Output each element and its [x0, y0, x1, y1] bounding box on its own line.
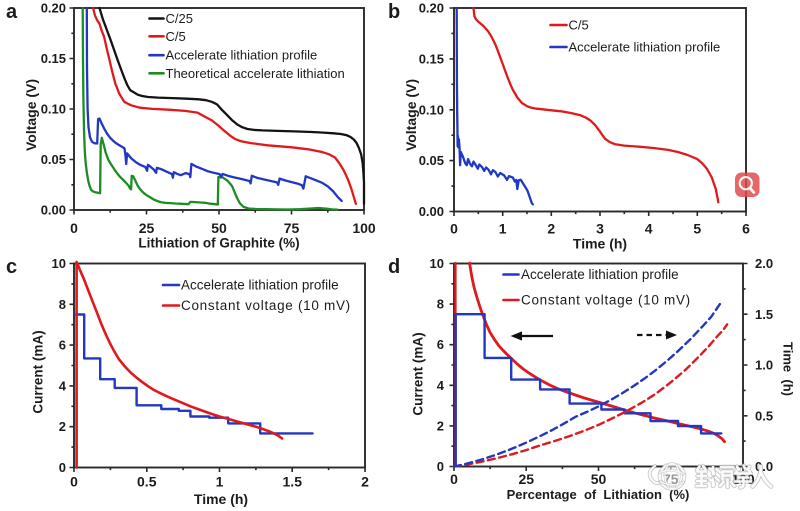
- svg-text:2: 2: [361, 474, 369, 490]
- svg-text:0.05: 0.05: [41, 152, 66, 167]
- svg-text:25: 25: [139, 220, 155, 236]
- svg-text:0.5: 0.5: [755, 408, 773, 423]
- svg-text:Current (mA): Current (mA): [411, 332, 426, 415]
- svg-text:0.20: 0.20: [419, 1, 444, 16]
- svg-text:2.0: 2.0: [755, 256, 773, 271]
- svg-text:6: 6: [742, 221, 750, 237]
- svg-text:0: 0: [450, 221, 458, 237]
- svg-text:Accelerate lithiation profile: Accelerate lithiation profile: [181, 278, 339, 293]
- svg-text:1: 1: [216, 474, 224, 490]
- svg-text:1: 1: [499, 221, 507, 237]
- svg-text:Accelerate lithiation profile: Accelerate lithiation profile: [569, 40, 721, 55]
- svg-text:Constant voltage (10 mV): Constant voltage (10 mV): [181, 298, 351, 313]
- svg-text:10: 10: [430, 256, 444, 271]
- svg-text:8: 8: [437, 297, 444, 312]
- svg-text:0.15: 0.15: [41, 51, 66, 66]
- svg-text:5: 5: [693, 221, 701, 237]
- svg-text:100: 100: [352, 220, 376, 236]
- svg-text:Percentage of Lithiation (%: Percentage of Lithiation (%): [507, 487, 690, 502]
- svg-text:C/25: C/25: [166, 11, 193, 26]
- svg-text:0: 0: [59, 460, 66, 475]
- svg-text:0.10: 0.10: [419, 102, 444, 117]
- svg-text:6: 6: [59, 338, 66, 353]
- svg-text:Constant voltage (10 mV): Constant voltage (10 mV): [521, 293, 691, 308]
- svg-text:75: 75: [284, 220, 300, 236]
- svg-text:Voltage (V): Voltage (V): [403, 79, 419, 151]
- svg-text:50: 50: [211, 220, 227, 236]
- svg-text:0.0: 0.0: [755, 459, 773, 474]
- svg-text:0.00: 0.00: [419, 204, 444, 219]
- svg-text:d: d: [388, 256, 400, 278]
- svg-text:Accelerate lithiation profile: Accelerate lithiation profile: [166, 48, 318, 63]
- svg-text:4: 4: [59, 378, 67, 393]
- svg-text:1.5: 1.5: [755, 307, 773, 322]
- svg-text:3: 3: [596, 221, 604, 237]
- svg-text:1.0: 1.0: [755, 358, 773, 373]
- svg-text:C/5: C/5: [166, 29, 186, 44]
- svg-text:2: 2: [437, 418, 444, 433]
- svg-text:Current (mA): Current (mA): [31, 330, 46, 413]
- svg-text:Time (h): Time (h): [781, 342, 796, 396]
- svg-text:Theoretical accelerate lithiat: Theoretical accelerate lithiation: [166, 66, 345, 81]
- svg-text:1.5: 1.5: [283, 474, 303, 490]
- svg-text:Voltage (V): Voltage (V): [23, 79, 39, 151]
- svg-text:6: 6: [437, 337, 444, 352]
- svg-text:4: 4: [437, 378, 445, 393]
- svg-text:Time (h): Time (h): [194, 491, 248, 507]
- svg-text:Accelerate lithiation profile: Accelerate lithiation profile: [521, 267, 679, 282]
- svg-text:c: c: [6, 256, 17, 278]
- svg-text:C/5: C/5: [569, 18, 589, 33]
- svg-text:2: 2: [547, 221, 555, 237]
- svg-text:0: 0: [437, 459, 444, 474]
- svg-text:0: 0: [70, 474, 78, 490]
- svg-text:Lithiation of Graphite (%): Lithiation of Graphite (%): [138, 236, 299, 251]
- svg-text:0: 0: [450, 471, 458, 487]
- svg-text:50: 50: [591, 471, 607, 487]
- svg-text:0.5: 0.5: [137, 474, 157, 490]
- svg-text:0.20: 0.20: [41, 1, 66, 16]
- svg-text:2: 2: [59, 419, 66, 434]
- svg-text:a: a: [6, 1, 18, 23]
- svg-text:10: 10: [52, 256, 66, 271]
- svg-text:b: b: [388, 1, 400, 23]
- svg-text:0.10: 0.10: [41, 102, 66, 117]
- svg-text:0: 0: [70, 220, 78, 236]
- svg-text:0.15: 0.15: [419, 51, 444, 66]
- svg-text:4: 4: [645, 221, 653, 237]
- svg-text:8: 8: [59, 297, 66, 312]
- svg-text:Time (h): Time (h): [573, 236, 627, 252]
- svg-text:0.05: 0.05: [419, 153, 444, 168]
- svg-text:25: 25: [518, 471, 534, 487]
- svg-text:0.00: 0.00: [41, 203, 66, 218]
